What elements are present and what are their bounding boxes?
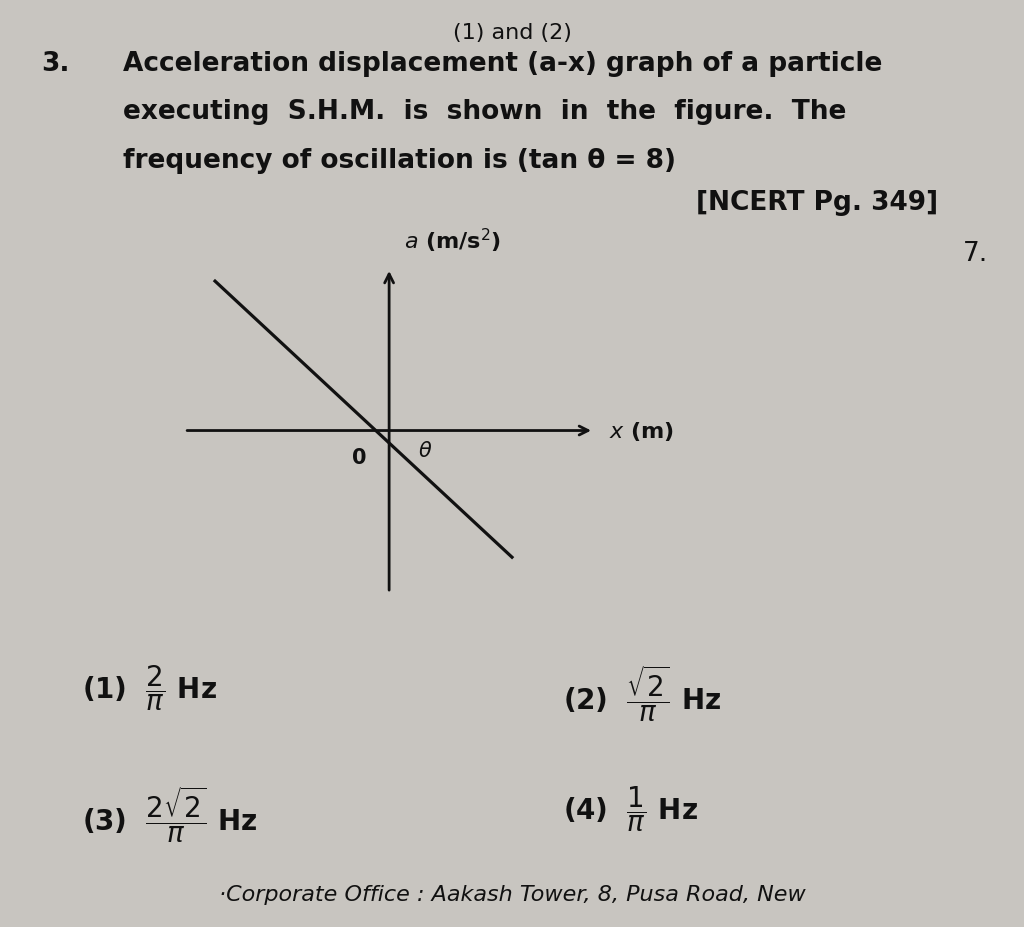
Text: $a$ (m/s$^2$): $a$ (m/s$^2$): [404, 227, 502, 255]
Text: frequency of oscillation is (tan θ = 8): frequency of oscillation is (tan θ = 8): [123, 147, 676, 173]
Text: (1) and (2): (1) and (2): [453, 23, 571, 44]
Text: (2)  $\dfrac{\sqrt{2}}{\pi}$ Hz: (2) $\dfrac{\sqrt{2}}{\pi}$ Hz: [563, 663, 722, 723]
Text: Acceleration displacement (a-x) graph of a particle: Acceleration displacement (a-x) graph of…: [123, 51, 883, 77]
Text: 0: 0: [352, 448, 367, 468]
Text: 7.: 7.: [963, 241, 988, 267]
Text: (3)  $\dfrac{2\sqrt{2}}{\pi}$ Hz: (3) $\dfrac{2\sqrt{2}}{\pi}$ Hz: [82, 783, 258, 844]
Text: ·Corporate Office : Aakash Tower, 8, Pusa Road, New: ·Corporate Office : Aakash Tower, 8, Pus…: [219, 883, 805, 904]
Text: executing  S.H.M.  is  shown  in  the  figure.  The: executing S.H.M. is shown in the figure.…: [123, 99, 846, 125]
Text: [NCERT Pg. 349]: [NCERT Pg. 349]: [696, 190, 938, 216]
Text: (1)  $\dfrac{2}{\pi}$ Hz: (1) $\dfrac{2}{\pi}$ Hz: [82, 663, 217, 713]
Text: 3.: 3.: [41, 51, 70, 77]
Text: (4)  $\dfrac{1}{\pi}$ Hz: (4) $\dfrac{1}{\pi}$ Hz: [563, 783, 698, 833]
Text: $\theta$: $\theta$: [418, 440, 432, 461]
Text: $x$ (m): $x$ (m): [609, 420, 675, 442]
